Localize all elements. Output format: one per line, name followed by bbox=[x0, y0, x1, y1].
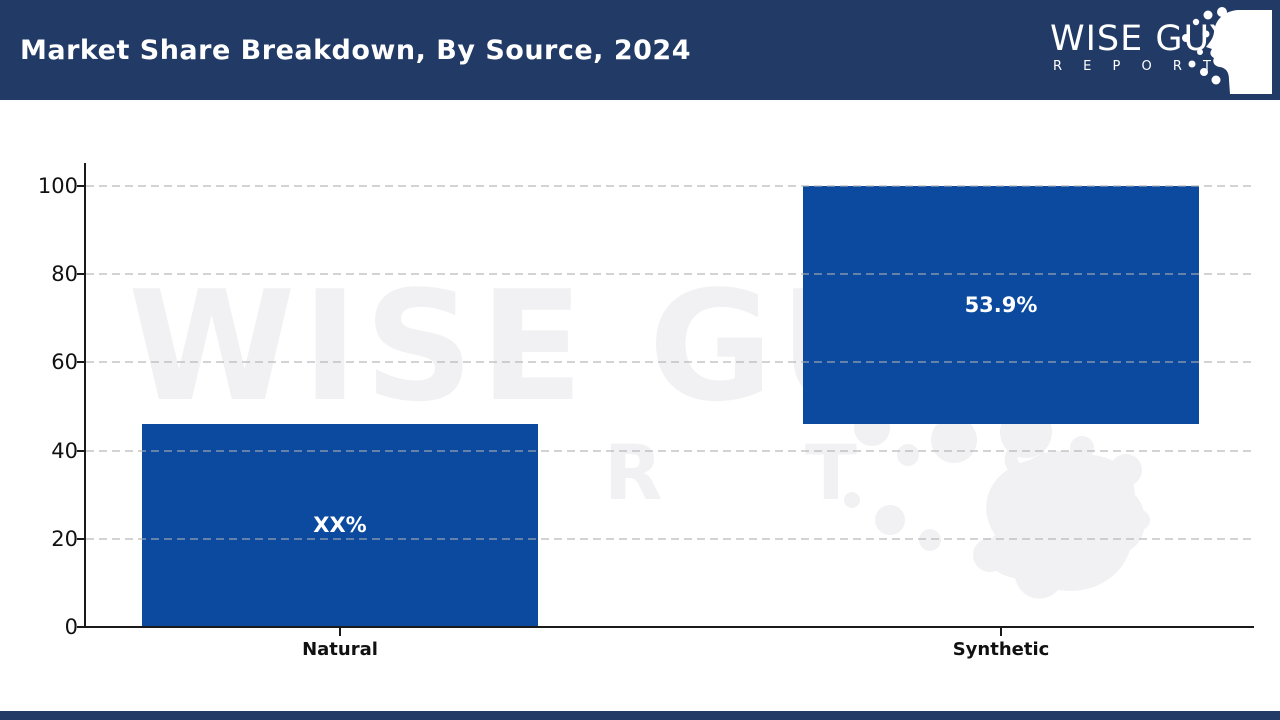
y-tick-mark-0 bbox=[77, 626, 85, 628]
y-tick-label-40: 40 bbox=[51, 438, 78, 463]
gridline-y100 bbox=[86, 185, 1253, 187]
watermark-text-line1: WISE GU bbox=[128, 258, 909, 435]
bar-synthetic: 53.9% bbox=[803, 186, 1199, 424]
chart-title: Market Share Breakdown, By Source, 2024 bbox=[20, 34, 691, 66]
watermark-dots-face-art bbox=[844, 406, 1150, 599]
y-tick-mark-40 bbox=[77, 449, 85, 452]
header-bar: Market Share Breakdown, By Source, 2024 … bbox=[0, 0, 1280, 100]
gridline-y80 bbox=[86, 273, 1253, 276]
y-tick-label-20: 20 bbox=[51, 526, 78, 551]
y-tick-mark-20 bbox=[77, 537, 85, 540]
bar-label-synthetic: 53.9% bbox=[964, 292, 1038, 317]
x-tick-mark-natural bbox=[339, 628, 341, 636]
y-tick-label-80: 80 bbox=[51, 262, 78, 287]
gridline-y20 bbox=[86, 537, 1253, 540]
y-axis-line bbox=[84, 163, 86, 628]
y-tick-mark-60 bbox=[77, 361, 85, 364]
y-tick-label-60: 60 bbox=[51, 350, 78, 375]
gridline-y40 bbox=[86, 449, 1253, 452]
x-tick-mark-synthetic bbox=[1000, 628, 1002, 636]
watermark-text-line2: R T S bbox=[604, 428, 1113, 517]
logo-face-icon bbox=[1182, 7, 1272, 94]
y-tick-label-100: 100 bbox=[37, 174, 78, 198]
gridline-y60 bbox=[86, 361, 1253, 364]
y-tick-mark-100 bbox=[77, 185, 85, 187]
y-tick-mark-80 bbox=[77, 273, 85, 276]
x-axis-label-synthetic: Synthetic bbox=[952, 639, 1050, 660]
y-tick-label-0: 0 bbox=[64, 615, 78, 639]
x-axis-label-natural: Natural bbox=[302, 639, 378, 660]
bar-natural: XX% bbox=[142, 423, 538, 627]
bar-label-natural: XX% bbox=[313, 513, 367, 538]
x-axis-line bbox=[84, 626, 1254, 628]
footer-bar bbox=[0, 711, 1280, 720]
wise-guy-reports-logo: WISE GUY R E P O R T S bbox=[1022, 6, 1272, 96]
